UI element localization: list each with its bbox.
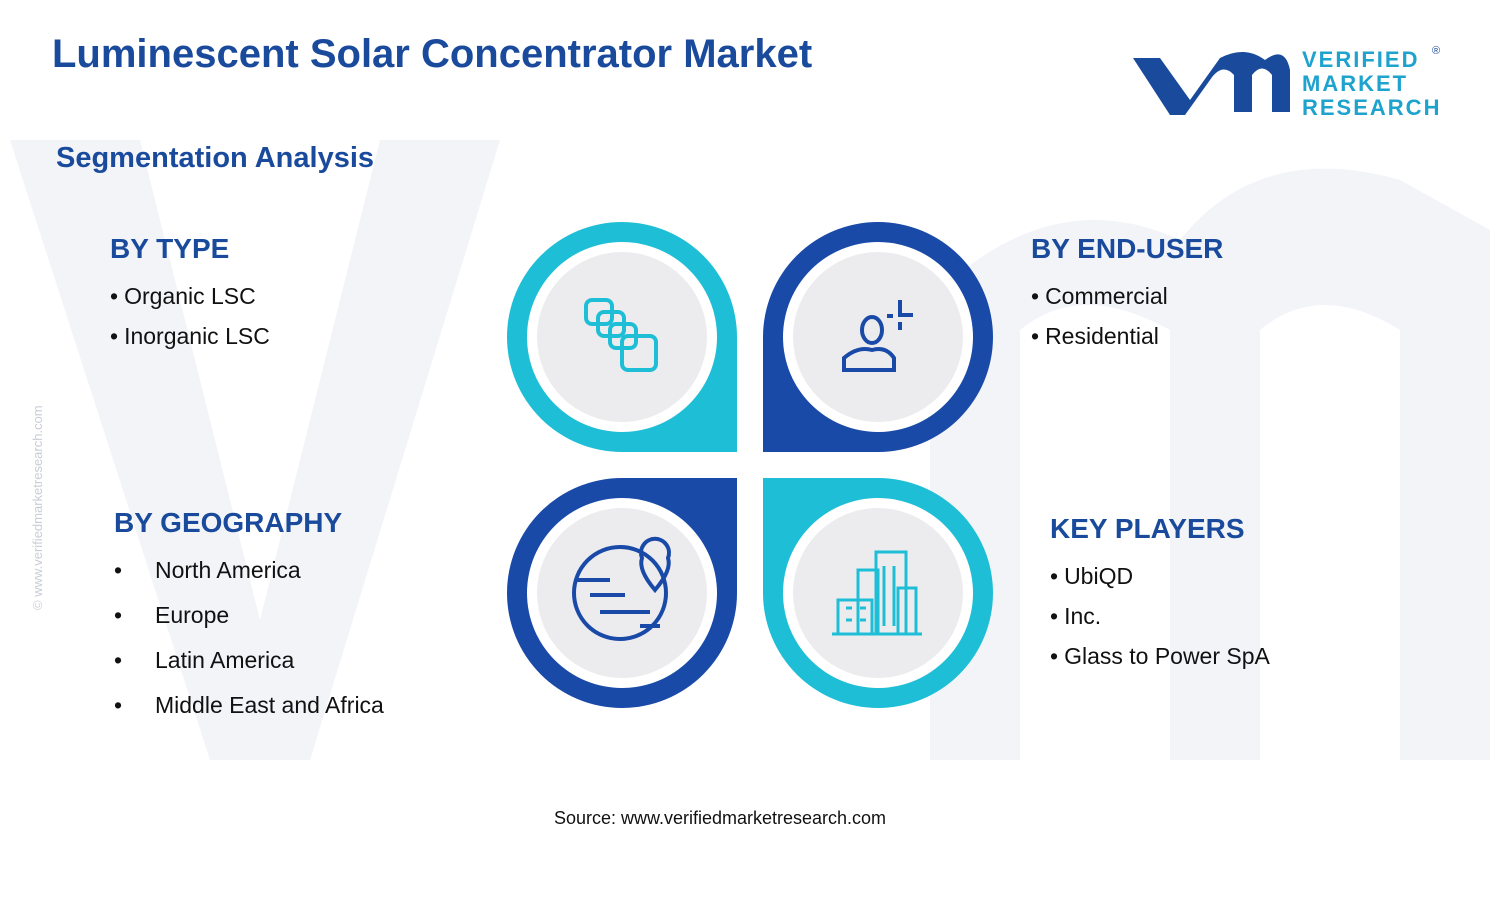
logo-registered: ® bbox=[1432, 45, 1440, 57]
segment-item: Glass to Power SpA bbox=[1050, 643, 1270, 683]
side-text: © www.verifiedmarketresearch.com bbox=[30, 405, 45, 610]
logo-mark bbox=[1133, 51, 1290, 115]
segment: BY TYPE Organic LSCInorganic LSC bbox=[110, 233, 270, 363]
segment-icon-type bbox=[507, 222, 737, 452]
title: Luminescent Solar Concentrator Market bbox=[52, 32, 813, 76]
subtitle: Segmentation Analysis bbox=[56, 142, 375, 174]
segment: BY END-USER CommercialResidential bbox=[1031, 233, 1223, 363]
segment-item: Inorganic LSC bbox=[110, 323, 270, 363]
segment-list: CommercialResidential bbox=[1031, 283, 1223, 363]
segment-item: Residential bbox=[1031, 323, 1223, 363]
segment-heading: KEY PLAYERS bbox=[1050, 513, 1245, 544]
segment-heading: BY END-USER bbox=[1031, 233, 1224, 264]
segment-heading: BY GEOGRAPHY bbox=[114, 507, 343, 538]
segment-heading: BY TYPE bbox=[110, 233, 230, 264]
segment-list: North AmericaEuropeLatin AmericaMiddle E… bbox=[114, 557, 384, 737]
logo-text: VERIFIED bbox=[1302, 47, 1419, 72]
segment-item: UbiQD bbox=[1050, 563, 1270, 603]
segment-list: Organic LSCInorganic LSC bbox=[110, 283, 270, 363]
segment-icon-key-players bbox=[763, 478, 993, 708]
segment-icon-end-user bbox=[763, 222, 993, 452]
segment-item: Organic LSC bbox=[110, 283, 270, 323]
segment-item: Latin America bbox=[114, 647, 384, 692]
segment: KEY PLAYERS UbiQDInc.Glass to Power SpA bbox=[1050, 513, 1270, 683]
segment-list: UbiQDInc.Glass to Power SpA bbox=[1050, 563, 1270, 683]
logo-text: MARKET bbox=[1302, 71, 1408, 96]
segment-item: North America bbox=[114, 557, 384, 602]
segment: BY GEOGRAPHY North AmericaEuropeLatin Ame… bbox=[114, 507, 384, 737]
logo-text: RESEARCH bbox=[1302, 95, 1441, 120]
segment-item: Inc. bbox=[1050, 603, 1270, 643]
source: Source: www.verifiedmarketresearch.com bbox=[553, 808, 887, 828]
segment-icon-geography bbox=[507, 478, 737, 708]
segment-item: Europe bbox=[114, 602, 384, 647]
segment-item: Commercial bbox=[1031, 283, 1223, 323]
segment-item: Middle East and Africa bbox=[114, 692, 384, 737]
